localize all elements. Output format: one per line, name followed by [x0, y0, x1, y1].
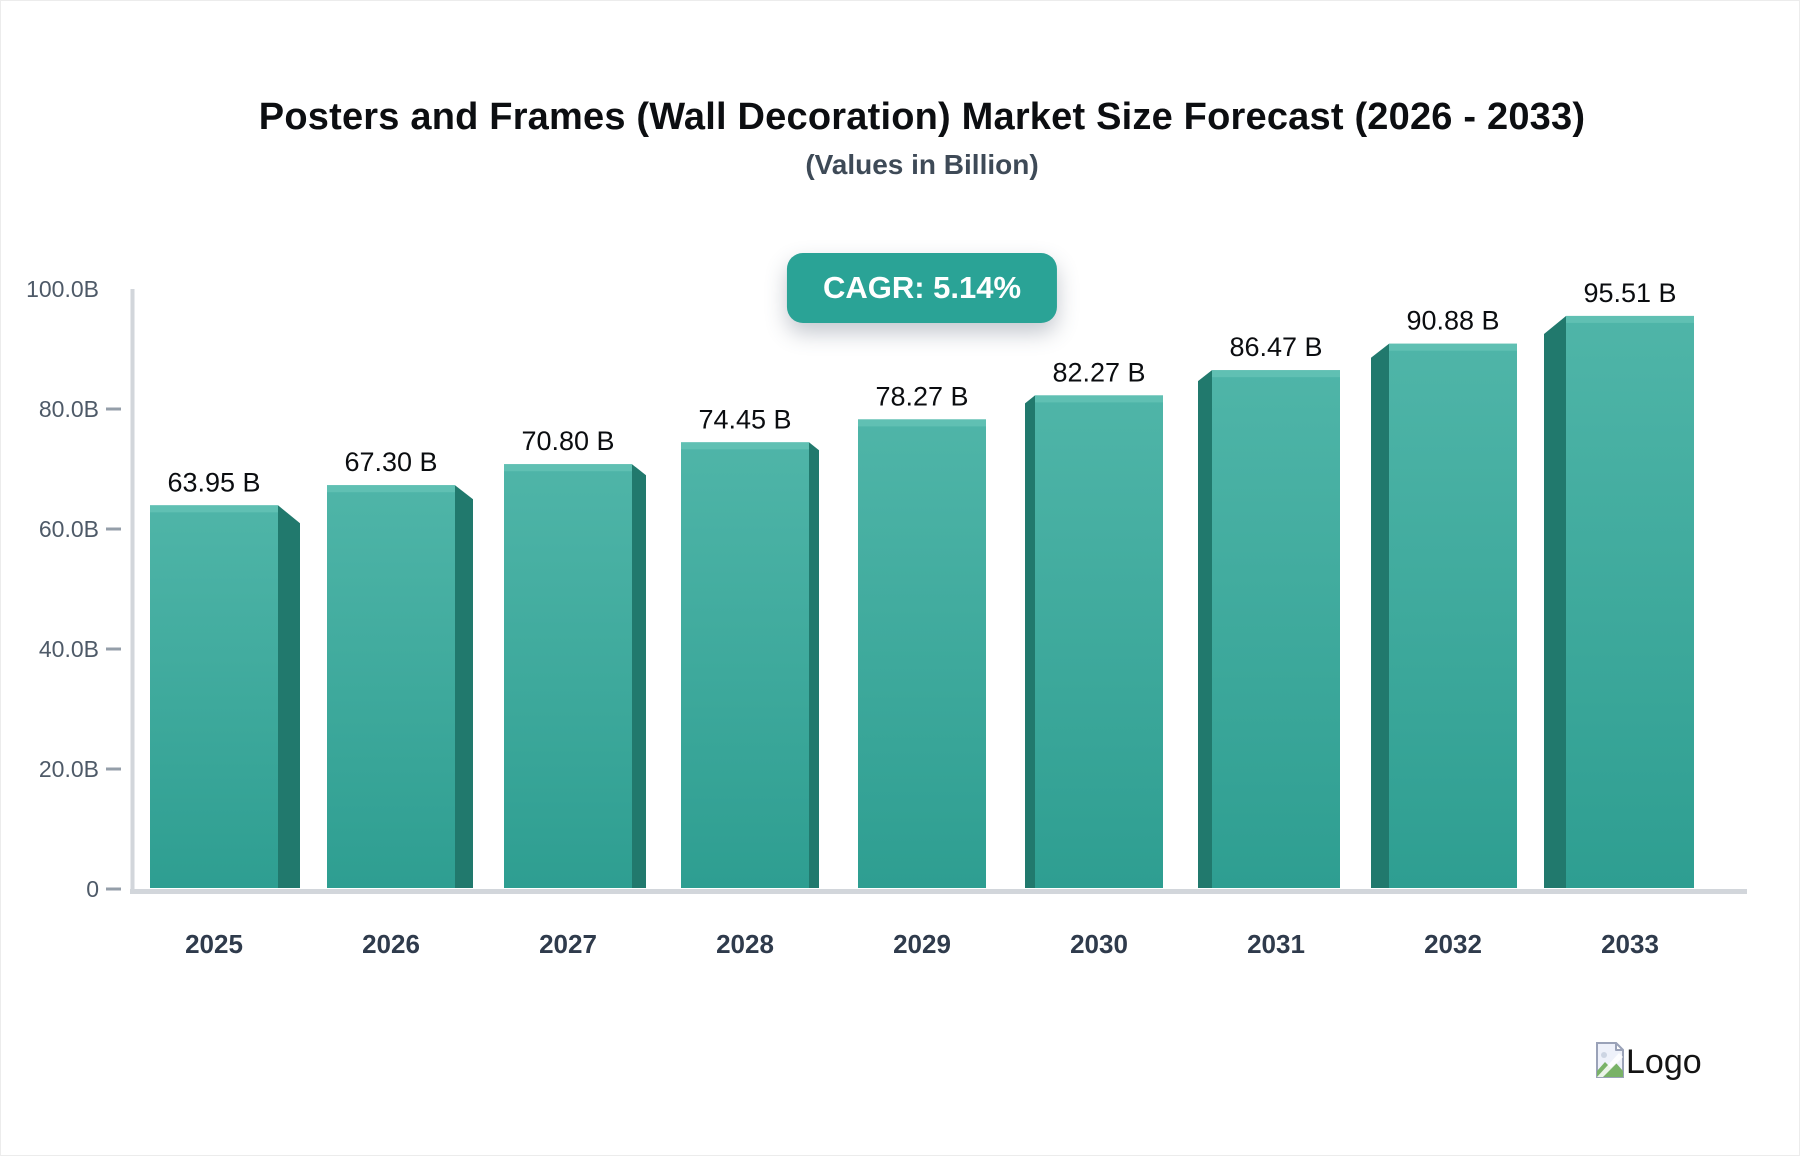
logo-alt-text: Logo — [1626, 1043, 1702, 1081]
bar-top-highlight — [150, 505, 278, 513]
bar-value-label: 86.47 B — [1229, 332, 1322, 362]
chart-subtitle: (Values in Billion) — [805, 149, 1039, 180]
bar-value-label: 70.80 B — [521, 426, 614, 456]
x-axis-label: 2029 — [893, 929, 951, 959]
bar-value-label: 74.45 B — [698, 404, 791, 434]
bar-top-highlight — [1566, 315, 1694, 323]
x-axis-label: 2026 — [362, 929, 420, 959]
x-axis-label: 2030 — [1070, 929, 1128, 959]
bar-side-face — [278, 505, 300, 888]
cagr-badge: CAGR: 5.14% — [786, 253, 1058, 323]
chart-title: Posters and Frames (Wall Decoration) Mar… — [258, 96, 1586, 138]
x-axis-label: 2031 — [1247, 929, 1305, 959]
y-axis-label: 80.0B — [39, 396, 99, 422]
bar-value-label: 95.51 B — [1583, 278, 1676, 308]
x-axis-label: 2028 — [716, 929, 774, 959]
bar-side-face — [455, 485, 473, 888]
y-axis-label: 60.0B — [39, 516, 99, 542]
bar — [1389, 343, 1517, 889]
y-axis-label: 100.0B — [26, 276, 99, 302]
bar-top-highlight — [858, 419, 986, 427]
bar-value-label: 67.30 B — [344, 447, 437, 477]
bar-value-label: 78.27 B — [875, 381, 968, 411]
bar-side-face — [632, 464, 646, 888]
bar — [504, 464, 632, 888]
bar-side-face — [1544, 315, 1566, 888]
x-axis-label: 2033 — [1601, 929, 1659, 959]
bar-top-highlight — [504, 464, 632, 472]
x-axis-label: 2027 — [539, 929, 597, 959]
bar-top-highlight — [1035, 395, 1163, 403]
bar-value-label: 82.27 B — [1052, 357, 1145, 387]
bar-top-highlight — [1389, 343, 1517, 351]
logo: Logo — [1595, 1041, 1702, 1079]
bar-top-highlight — [681, 442, 809, 450]
y-axis-label: 20.0B — [39, 756, 99, 782]
bar-side-face — [1371, 343, 1389, 889]
bar-side-face — [809, 442, 819, 888]
cagr-badge-label: CAGR: 5.14% — [822, 270, 1022, 305]
bar — [1035, 395, 1163, 888]
bar — [327, 485, 455, 888]
bar-side-face — [1025, 395, 1035, 888]
bar — [1566, 315, 1694, 888]
bar-value-label: 90.88 B — [1406, 306, 1499, 336]
bar — [1212, 370, 1340, 888]
bar-value-label: 63.95 B — [167, 467, 260, 497]
bar — [150, 505, 278, 888]
bar — [858, 419, 986, 888]
broken-image-icon — [1596, 1042, 1624, 1078]
bar-top-highlight — [327, 485, 455, 493]
y-axis-label: 0 — [86, 876, 99, 902]
x-axis-label: 2025 — [185, 929, 243, 959]
bar — [681, 442, 809, 888]
y-axis-label: 40.0B — [39, 636, 99, 662]
bar-top-highlight — [1212, 370, 1340, 378]
bar-side-face — [1198, 370, 1212, 888]
x-axis-label: 2032 — [1424, 929, 1482, 959]
